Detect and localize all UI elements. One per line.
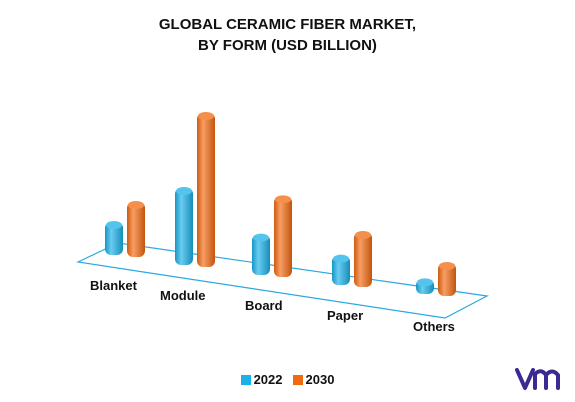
bar-body: [252, 234, 270, 275]
legend-label-2022: 2022: [253, 372, 283, 387]
bar-cap: [417, 278, 433, 287]
bar-2022-module: [175, 187, 193, 265]
bar-2030-module: [197, 112, 215, 267]
legend-swatch-2022: [240, 374, 251, 385]
bar-body: [197, 113, 215, 267]
category-label-board: Board: [245, 298, 283, 313]
bar-cap: [439, 262, 455, 270]
bar-cap: [333, 254, 349, 263]
bar-body: [354, 232, 372, 287]
title-line-1: GLOBAL CERAMIC FIBER MARKET,: [158, 16, 417, 33]
category-label-module: Module: [160, 288, 206, 303]
legend-label-2030: 2030: [305, 372, 335, 387]
bar-2022-board: [252, 233, 270, 275]
legend: 2022 2030: [0, 372, 575, 387]
bar-body: [105, 222, 123, 255]
bar-body: [127, 202, 145, 257]
bar-cap: [198, 112, 214, 120]
legend-swatch-2030: [292, 374, 303, 385]
bar-2030-others: [438, 262, 456, 296]
bar-cap: [128, 201, 144, 209]
bar-2030-blanket: [127, 201, 145, 257]
bar-body: [175, 188, 193, 265]
category-label-paper: Paper: [327, 308, 363, 323]
bar-body: [438, 263, 456, 296]
floor-plane: [75, 242, 489, 319]
bar-cap: [253, 233, 269, 242]
chart-title: GLOBAL CERAMIC FIBER MARKET, BY FORM (US…: [0, 14, 575, 56]
bar-body: [274, 196, 292, 277]
bar-2022-blanket: [105, 221, 123, 255]
bar-cap: [275, 195, 291, 204]
bar-2030-board: [274, 195, 292, 277]
brand-logo: [515, 368, 560, 390]
legend-item-2022: 2022: [240, 372, 283, 387]
title-line-2: BY FORM (USD BILLION): [198, 37, 377, 54]
category-label-blanket: Blanket: [90, 278, 138, 293]
floor-outline: [75, 242, 489, 319]
bar-2030-paper: [354, 231, 372, 287]
category-labels: Blanket Module Board Paper Others: [90, 278, 455, 334]
bar-body: [332, 255, 350, 285]
bar-2022-others: [416, 278, 434, 294]
category-label-others: Others: [413, 319, 455, 334]
bars-group: [105, 112, 456, 296]
legend-item-2030: 2030: [292, 372, 335, 387]
bar-cap: [355, 231, 371, 239]
bar-cap: [106, 221, 122, 229]
bar-cap: [176, 187, 192, 195]
bar-2022-paper: [332, 254, 350, 285]
